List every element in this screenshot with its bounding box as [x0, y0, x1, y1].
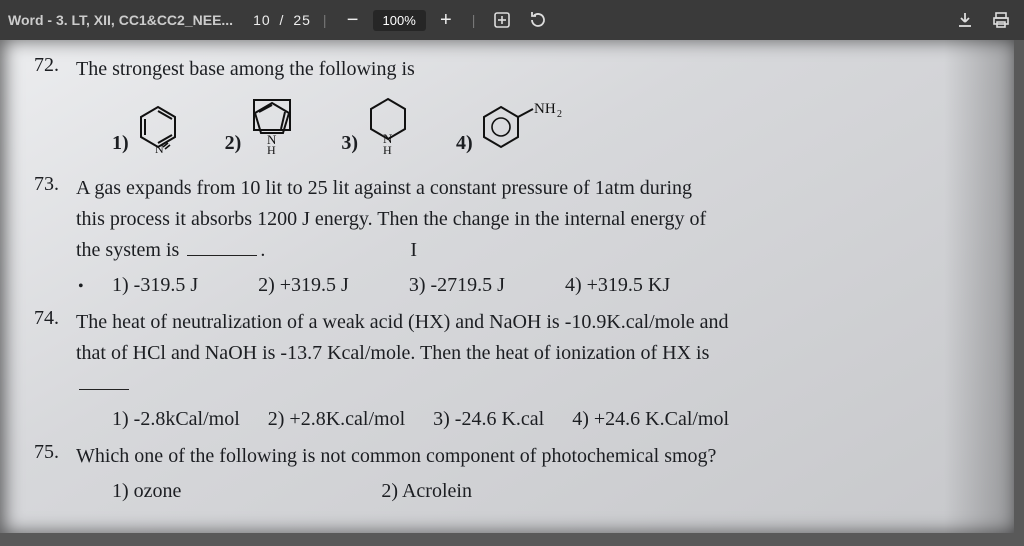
fill-blank: [79, 389, 129, 390]
question-text: The heat of neutralization of a weak aci…: [76, 307, 964, 400]
question-text: A gas expands from 10 lit to 25 lit agai…: [76, 173, 964, 266]
question-72-options: 1) N 2) N: [112, 93, 964, 155]
q73-line2: this process it absorbs 1200 J energy. T…: [76, 208, 706, 230]
option-label: 1): [112, 132, 129, 155]
question-75: 75. Which one of the following is not co…: [34, 441, 964, 472]
document-title: Word - 3. LT, XII, CC1&CC2_NEE...: [8, 12, 233, 28]
question-74: 74. The heat of neutralization of a weak…: [34, 307, 964, 400]
page-sep: /: [280, 12, 285, 28]
option-label: 3): [341, 132, 358, 155]
option-2: 2) N H: [225, 95, 298, 155]
zoom-out-button[interactable]: −: [339, 6, 367, 34]
option-3: 3) N H: [341, 93, 412, 155]
option-2: 2) +2.8K.cal/mol: [268, 408, 405, 431]
document-page: 72. The strongest base among the followi…: [0, 40, 1014, 533]
print-icon[interactable]: [986, 5, 1016, 35]
zoom-value[interactable]: 100%: [373, 10, 426, 31]
download-icon[interactable]: [950, 5, 980, 35]
piperidine-icon: N H: [364, 93, 412, 155]
fit-page-icon[interactable]: [487, 5, 517, 35]
svg-text:H: H: [267, 143, 276, 155]
option-1: 1) ozone: [112, 480, 181, 503]
option-2: 2) Acrolein: [381, 480, 472, 503]
divider: |: [472, 12, 476, 28]
question-74-options: 1) -2.8kCal/mol 2) +2.8K.cal/mol 3) -24.…: [112, 408, 964, 431]
question-73: 73. A gas expands from 10 lit to 25 lit …: [34, 173, 964, 266]
option-1: 1) -2.8kCal/mol: [112, 408, 240, 431]
document-viewport[interactable]: 72. The strongest base among the followi…: [0, 40, 1024, 546]
svg-text:NH: NH: [534, 101, 556, 117]
option-label: 4): [456, 132, 473, 155]
question-number: 72.: [34, 54, 76, 77]
q73-line3a: the system is: [76, 239, 184, 261]
question-number: 73.: [34, 173, 76, 196]
option-4: 4) NH 2: [456, 99, 569, 155]
page-total: 25: [293, 12, 311, 28]
q74-line1: The heat of neutralization of a weak aci…: [76, 311, 729, 333]
pdf-toolbar: Word - 3. LT, XII, CC1&CC2_NEE... 10 / 2…: [0, 0, 1024, 40]
svg-text:H: H: [383, 143, 392, 155]
divider: |: [323, 12, 327, 28]
option-4: 4) +24.6 K.Cal/mol: [572, 408, 729, 431]
fill-blank: [187, 255, 257, 256]
question-text: Which one of the following is not common…: [76, 441, 964, 472]
option-4: 4) +319.5 KJ: [565, 274, 670, 297]
question-75-options: 1) ozone 2) Acrolein: [112, 480, 964, 503]
option-3: 3) -2719.5 J: [409, 274, 505, 297]
question-73-options: • 1) -319.5 J 2) +319.5 J 3) -2719.5 J 4…: [112, 274, 964, 297]
page-current: 10: [253, 12, 271, 28]
bullet-mark: •: [78, 278, 84, 296]
question-number: 74.: [34, 307, 76, 330]
text-cursor-mark: I: [410, 239, 417, 261]
question-number: 75.: [34, 441, 76, 464]
option-label: 2): [225, 132, 242, 155]
svg-text:2: 2: [557, 109, 562, 120]
page-indicator[interactable]: 10 / 25: [253, 12, 311, 28]
option-1: 1) -319.5 J: [112, 274, 198, 297]
rotate-icon[interactable]: [523, 5, 553, 35]
q74-line2: that of HCl and NaOH is -13.7 Kcal/mole.…: [76, 342, 709, 364]
q73-line3b: .: [260, 239, 265, 261]
zoom-in-button[interactable]: +: [432, 6, 460, 34]
option-3: 3) -24.6 K.cal: [433, 408, 544, 431]
q73-line1: A gas expands from 10 lit to 25 lit agai…: [76, 177, 692, 199]
question-72: 72. The strongest base among the followi…: [34, 54, 964, 85]
svg-text:N: N: [155, 142, 164, 155]
pyrrole-icon: N H: [247, 95, 297, 155]
question-text: The strongest base among the following i…: [76, 54, 964, 85]
option-2: 2) +319.5 J: [258, 274, 349, 297]
option-1: 1) N: [112, 101, 181, 155]
aniline-icon: NH 2: [479, 99, 569, 155]
pyridine-icon: N: [135, 101, 181, 155]
